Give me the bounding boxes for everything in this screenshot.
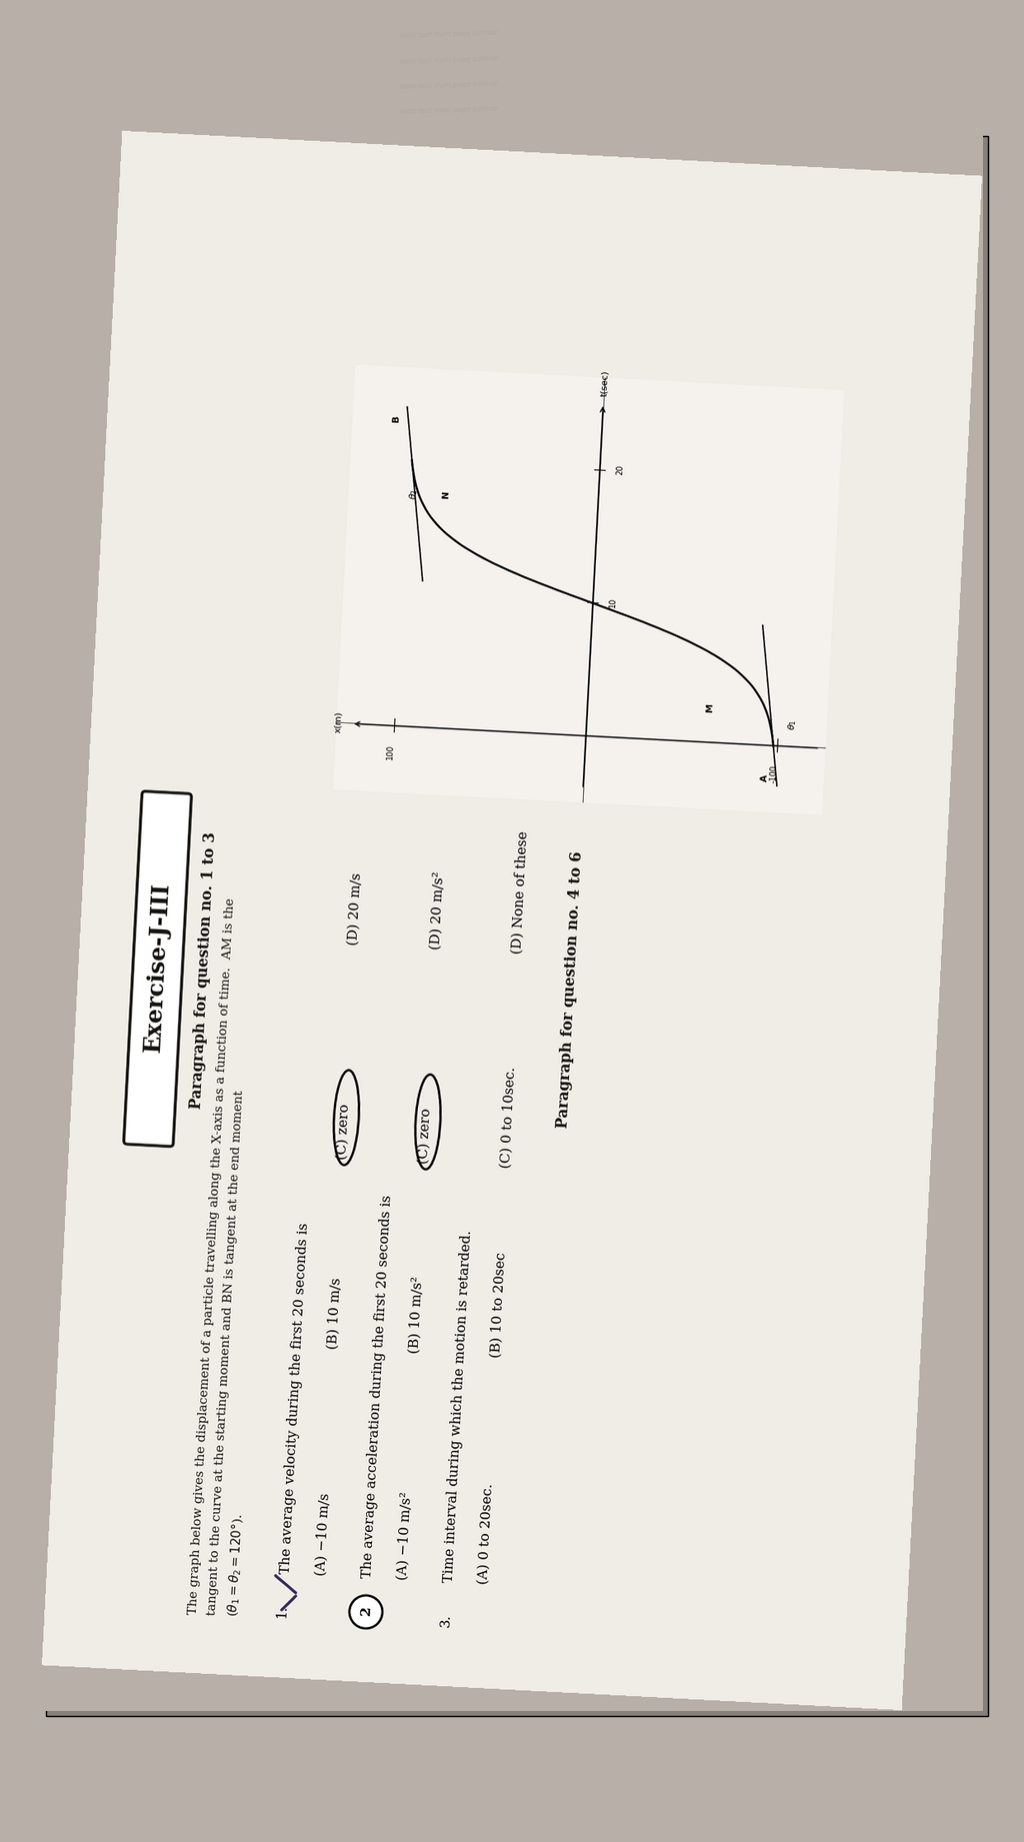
Text: faint text from page behind: faint text from page behind: [400, 131, 524, 140]
Text: faint text from page behind: faint text from page behind: [400, 155, 531, 166]
Text: faint text from page behind: faint text from page behind: [400, 55, 504, 64]
Text: faint text from page behind: faint text from page behind: [400, 79, 511, 90]
Text: faint text from page behind: faint text from page behind: [400, 29, 498, 39]
FancyBboxPatch shape: [46, 136, 988, 1717]
Text: faint text from page behind: faint text from page behind: [400, 105, 517, 116]
